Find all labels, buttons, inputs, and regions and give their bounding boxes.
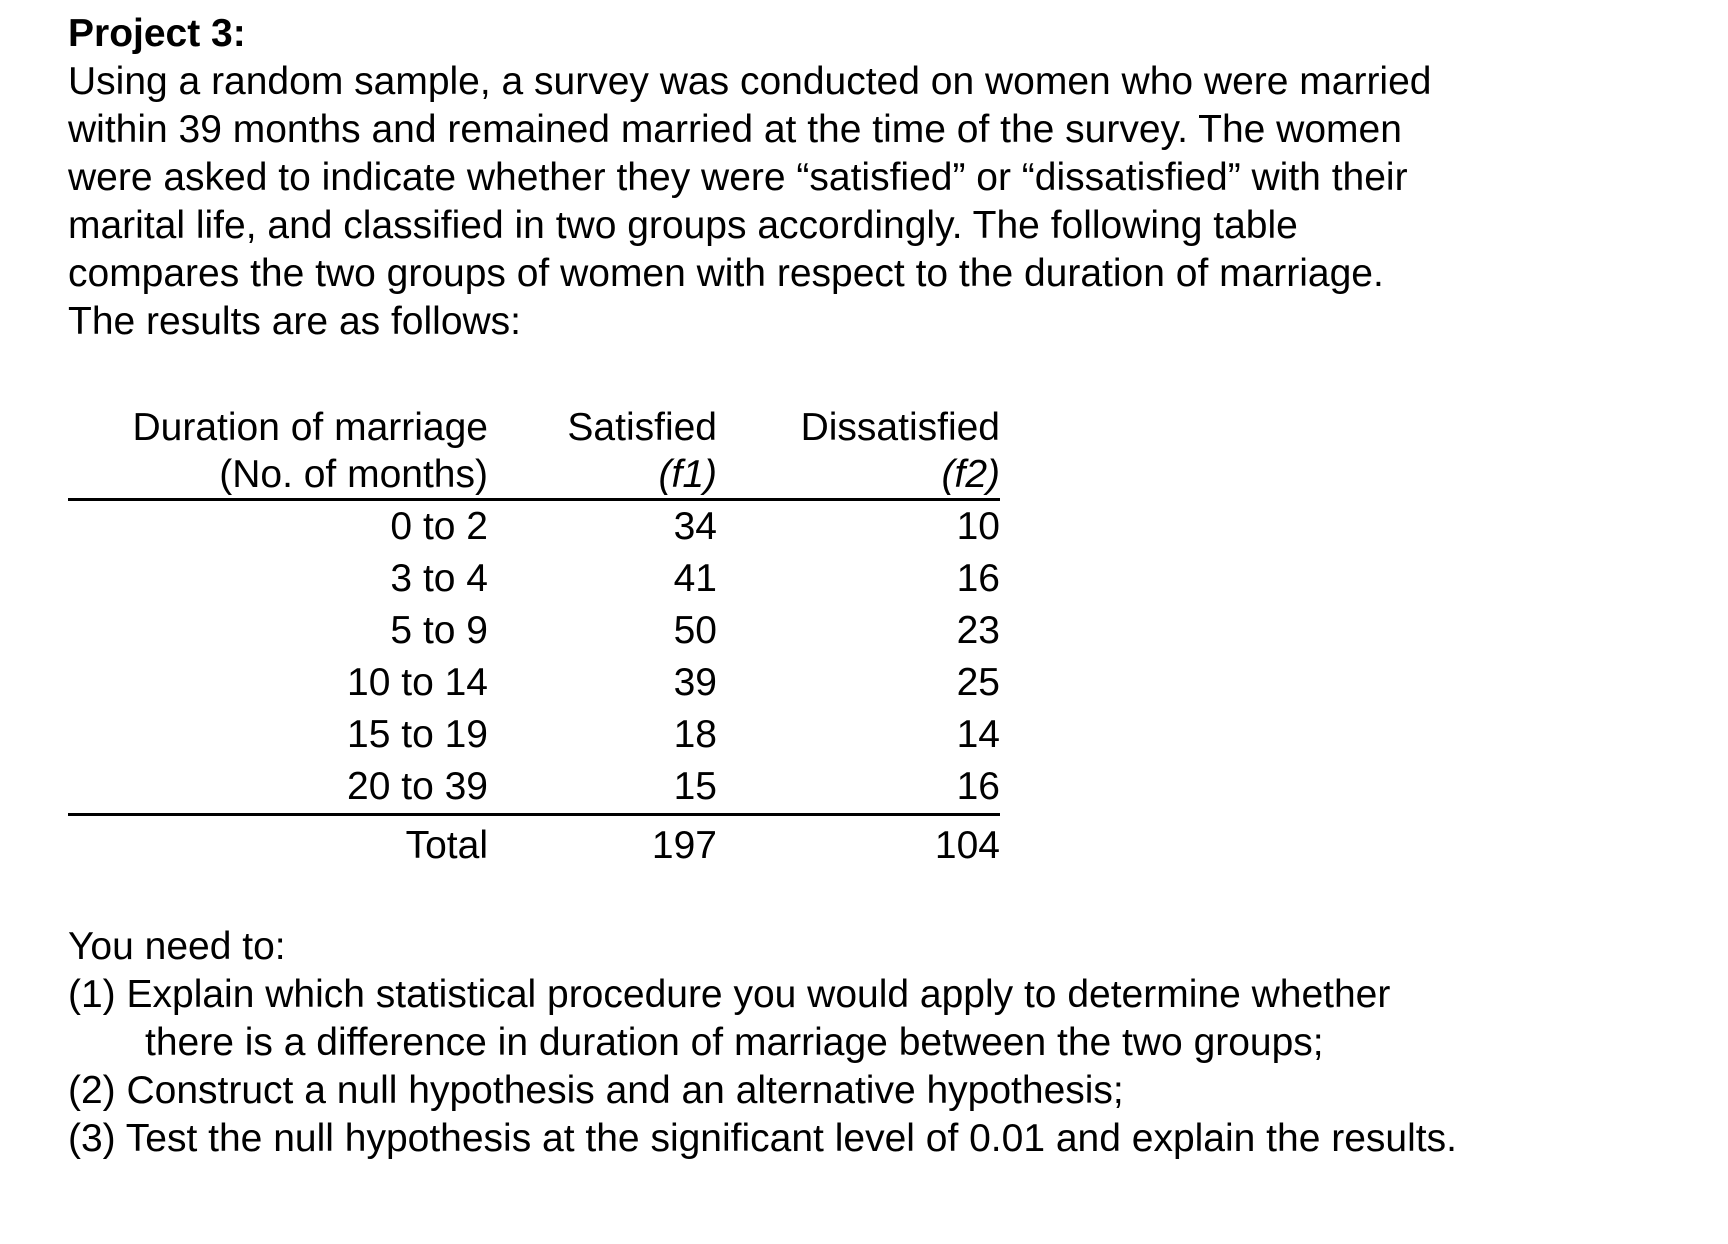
table-row: 10 to 14 39 25 [68, 657, 1000, 709]
task-3-line-1: (3) Test the null hypothesis at the sign… [68, 1117, 1457, 1160]
task-1-line-2: there is a difference in duration of mar… [145, 1021, 1324, 1064]
f2-cell: 10 [956, 505, 1000, 548]
duration-header-line2: (No. of months) [219, 453, 488, 496]
f2-cell: 14 [956, 713, 1000, 756]
duration-header-line1: Duration of marriage [132, 406, 489, 449]
f2-cell: 23 [956, 609, 1000, 652]
dissatisfied-header-line1: Dissatisfied [800, 406, 1000, 449]
task-item-3: (3) Test the null hypothesis at the sign… [68, 1115, 1728, 1163]
intro-line-5: compares the two groups of women with re… [68, 252, 1384, 295]
task-item-2: (2) Construct a null hypothesis and an a… [68, 1067, 1728, 1115]
total-f1: 197 [488, 813, 717, 873]
task-2-line-1: (2) Construct a null hypothesis and an a… [68, 1069, 1124, 1112]
page-title: Project 3: [68, 12, 246, 55]
intro-paragraph: Using a random sample, a survey was cond… [68, 58, 1728, 346]
f1-cell: 39 [673, 661, 717, 704]
duration-cell: 15 to 19 [347, 713, 488, 756]
total-row: Total 197 104 [68, 813, 1000, 873]
tasks-section: You need to: (1) Explain which statistic… [68, 923, 1728, 1163]
f2-cell: 25 [956, 661, 1000, 704]
tasks-intro: You need to: [68, 925, 286, 968]
task-1-line-1: (1) Explain which statistical procedure … [68, 973, 1391, 1016]
intro-line-2: within 39 months and remained married at… [68, 108, 1402, 151]
duration-cell: 20 to 39 [347, 765, 488, 808]
duration-cell: 10 to 14 [347, 661, 488, 704]
column-header-satisfied: Satisfied (f1) [488, 404, 718, 501]
dissatisfied-header-line2: (f2) [941, 453, 1001, 496]
f2-cell: 16 [956, 557, 1000, 600]
duration-cell: 3 to 4 [390, 557, 488, 600]
marriage-duration-table: Duration of marriage (No. of months) Sat… [68, 404, 1000, 873]
table-row: 20 to 39 15 16 [68, 761, 1000, 815]
duration-cell: 5 to 9 [390, 609, 488, 652]
table-row: 3 to 4 41 16 [68, 553, 1000, 605]
table-row: 15 to 19 18 14 [68, 709, 1000, 761]
total-f2: 104 [717, 813, 1000, 873]
table-row: 0 to 2 34 10 [68, 500, 1000, 554]
intro-line-1: Using a random sample, a survey was cond… [68, 60, 1432, 103]
column-header-duration: Duration of marriage (No. of months) [68, 404, 489, 501]
satisfied-header-line2: (f1) [658, 453, 718, 496]
column-header-dissatisfied: Dissatisfied (f2) [717, 404, 1001, 501]
table-row: 5 to 9 50 23 [68, 605, 1000, 657]
table-body: 0 to 2 34 10 3 to 4 41 16 5 to 9 50 23 1… [68, 500, 1000, 873]
f1-cell: 18 [673, 713, 717, 756]
duration-cell: 0 to 2 [390, 505, 488, 548]
header-row: Duration of marriage (No. of months) Sat… [68, 404, 1001, 501]
intro-line-4: marital life, and classified in two grou… [68, 204, 1298, 247]
satisfied-header-line1: Satisfied [567, 406, 717, 449]
intro-line-3: were asked to indicate whether they were… [68, 156, 1408, 199]
f2-cell: 16 [956, 765, 1000, 808]
f1-cell: 34 [673, 505, 717, 548]
task-item-1: (1) Explain which statistical procedure … [68, 971, 1728, 1067]
f1-cell: 50 [673, 609, 717, 652]
f1-cell: 15 [673, 765, 717, 808]
intro-line-6: The results are as follows: [68, 300, 522, 343]
f1-cell: 41 [673, 557, 717, 600]
table-header: Duration of marriage (No. of months) Sat… [68, 404, 1001, 501]
total-label: Total [68, 813, 488, 873]
